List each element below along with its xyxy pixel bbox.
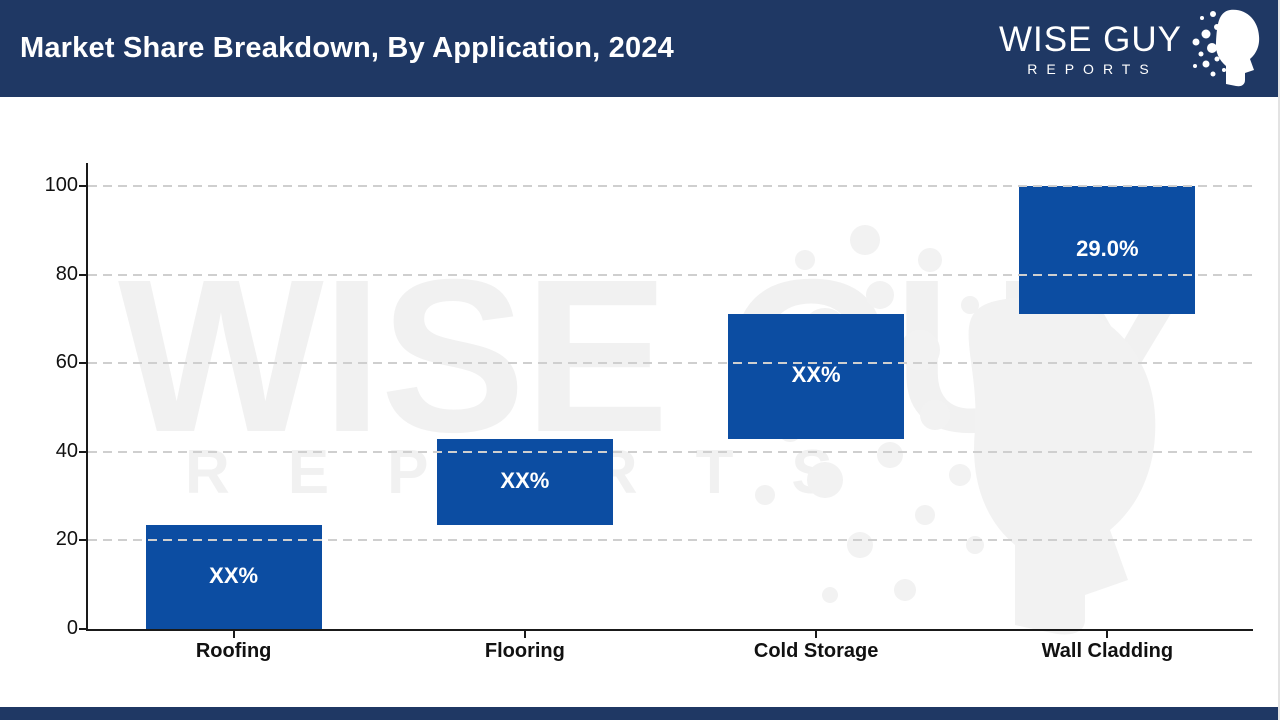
header-bar: Market Share Breakdown, By Application, … [0,0,1278,97]
bar-value-label: XX% [500,467,550,493]
x-category-label: Flooring [484,640,565,662]
y-tickmark [79,450,86,453]
y-tick-label: 0 [66,617,78,639]
bar [436,438,613,525]
gridline [88,450,1253,453]
gridline [88,539,1253,542]
y-tick-label: 60 [55,351,78,374]
x-tickmark [232,631,235,638]
x-tickmark [1106,631,1109,638]
x-tickmark [815,631,818,638]
bar-value-label: XX% [791,362,841,388]
y-tick-label: 40 [55,439,78,462]
brand-subtitle: REPORTS [1027,60,1158,77]
y-tick-label: 100 [44,174,78,196]
bar [728,314,905,439]
y-tickmark [79,628,86,630]
y-tickmark [79,273,86,276]
x-category-label: Wall Cladding [1041,640,1174,662]
y-tick-label: 20 [55,528,78,551]
brand-name: WISE GUY [998,19,1182,59]
x-category-label: Roofing [195,640,272,662]
bar [145,524,322,629]
chart-title: Market Share Breakdown, By Application, … [20,32,674,64]
bar-value-label: XX% [209,562,259,588]
brand-face-icon [1186,4,1264,93]
y-tick-label: 80 [55,262,78,285]
brand-logo: WISE GUY REPORTS [999,4,1264,93]
x-tickmark [523,631,526,638]
gridline [88,362,1253,365]
y-tickmark [79,362,86,365]
watermark-face-icon [730,215,1180,640]
y-tickmark [79,185,86,187]
bar-value-label: 29.0% [1076,236,1139,262]
gridline [88,273,1253,276]
gridline [88,185,1253,187]
x-category-label: Cold Storage [753,640,879,662]
brand-wordmark: WISE GUY REPORTS [999,22,1182,76]
y-tickmark [79,539,86,542]
y-axis-spine [86,163,88,631]
footer-bar [0,707,1278,720]
bar [1019,186,1196,315]
x-axis-spine [86,629,1253,631]
